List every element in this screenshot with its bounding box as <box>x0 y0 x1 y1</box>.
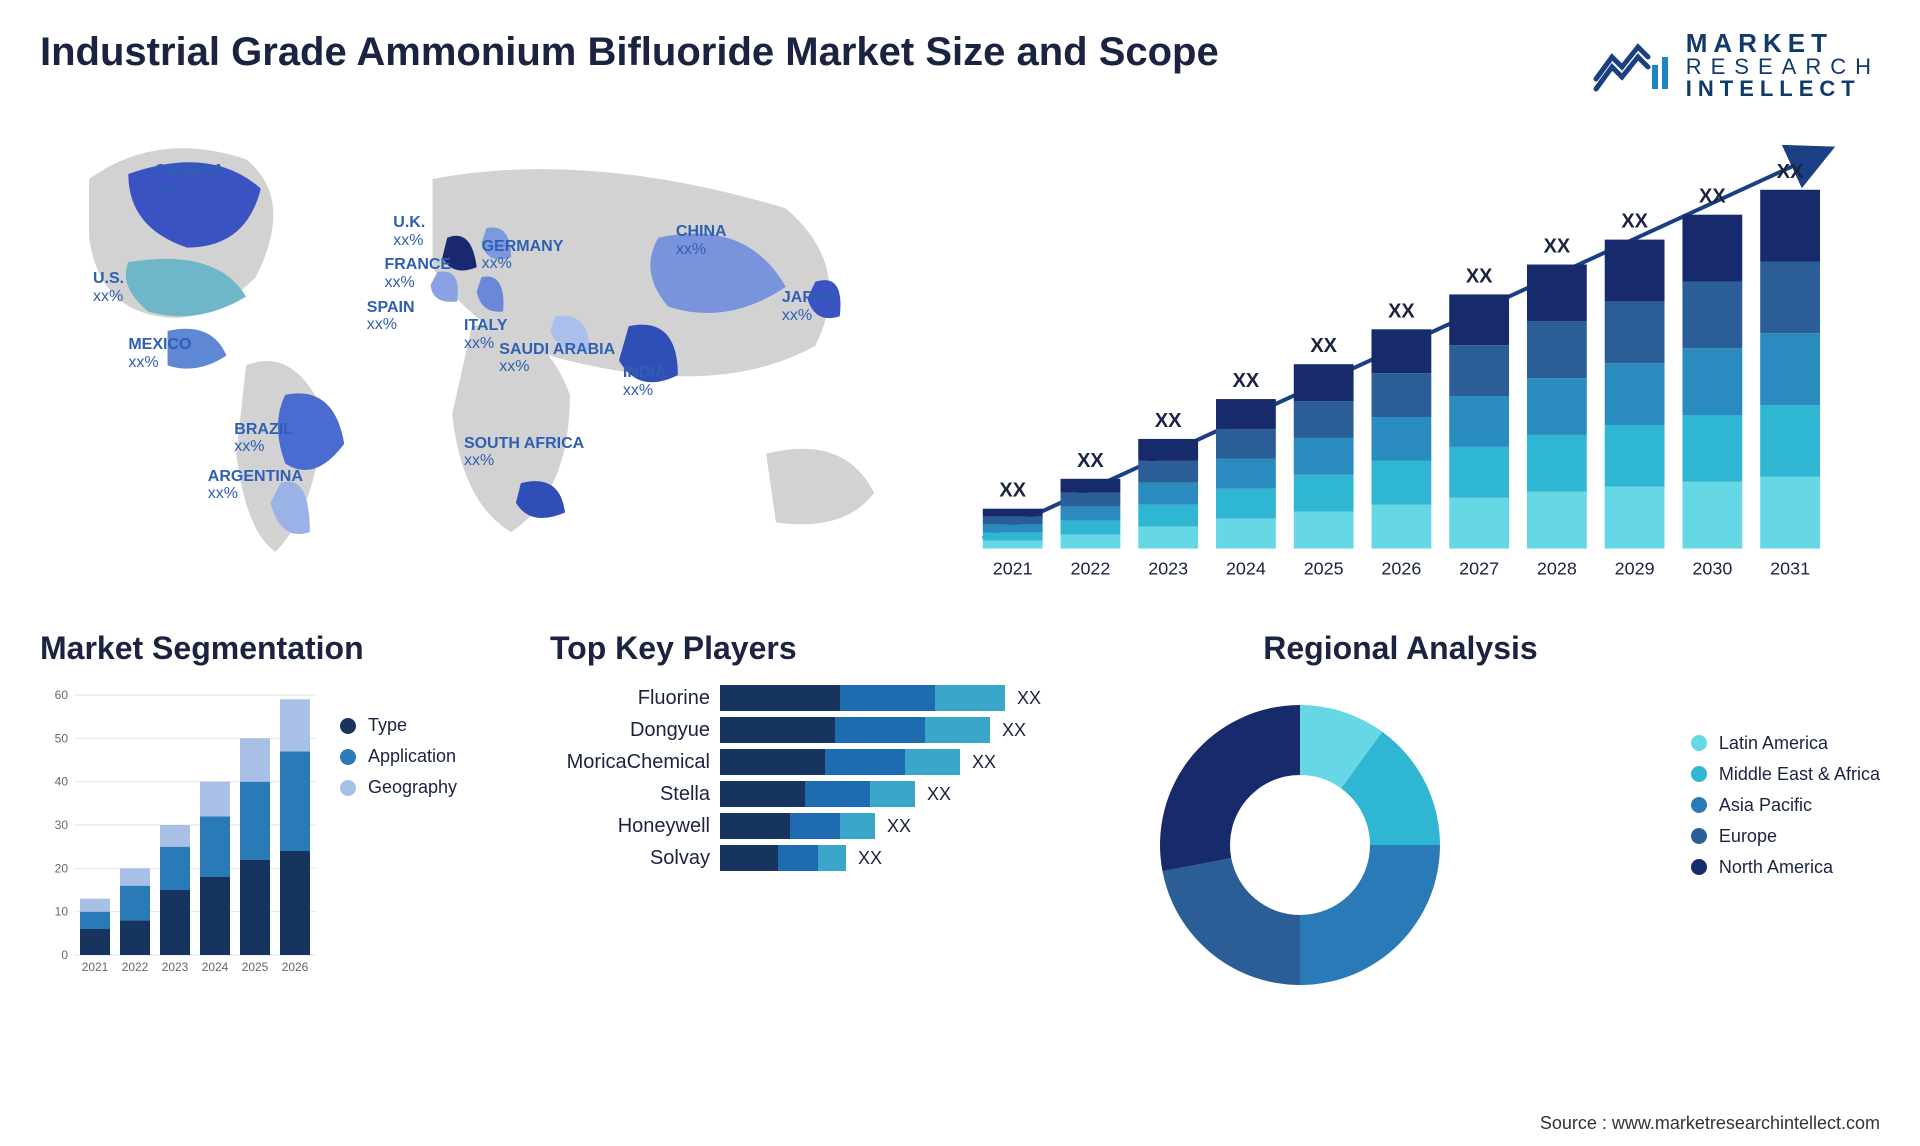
map-label-france: FRANCExx% <box>384 256 451 291</box>
svg-text:2022: 2022 <box>122 960 149 974</box>
svg-text:50: 50 <box>55 731 69 745</box>
map-label-china: CHINAxx% <box>676 223 727 258</box>
map-label-india: INDIAxx% <box>623 364 667 399</box>
svg-text:20: 20 <box>55 861 69 875</box>
segmentation-title: Market Segmentation <box>40 630 520 667</box>
kp-row-solvay: SolvayXX <box>550 845 1110 871</box>
svg-text:2022: 2022 <box>1071 558 1111 578</box>
regional-legend: Latin America Middle East & Africa Asia Pa… <box>1691 733 1880 888</box>
ra-legend-north-america: North America <box>1691 857 1880 878</box>
svg-text:XX: XX <box>1311 335 1338 357</box>
svg-text:60: 60 <box>55 688 69 702</box>
key-players-title: Top Key Players <box>550 630 1110 667</box>
svg-text:2024: 2024 <box>202 960 229 974</box>
regional-title: Regional Analysis <box>1140 630 1661 667</box>
svg-text:2027: 2027 <box>1459 558 1499 578</box>
seg-legend-geography: Geography <box>340 777 457 798</box>
segmentation-panel: Market Segmentation 0 10 20 30 40 50 60 2021 202… <box>40 630 520 990</box>
svg-text:30: 30 <box>55 818 69 832</box>
map-label-mexico: MEXICOxx% <box>128 336 191 371</box>
map-label-u-s-: U.S.xx% <box>93 270 124 305</box>
kp-row-fluorine: FluorineXX <box>550 685 1110 711</box>
svg-text:2021: 2021 <box>993 558 1033 578</box>
key-players-chart: FluorineXX DongyueXX MoricaChemicalXX Stell… <box>550 685 1110 871</box>
svg-text:2023: 2023 <box>162 960 189 974</box>
svg-text:XX: XX <box>1699 186 1726 208</box>
svg-text:2028: 2028 <box>1537 558 1577 578</box>
seg-legend-application: Application <box>340 746 457 767</box>
map-label-japan: JAPANxx% <box>782 289 835 324</box>
svg-text:XX: XX <box>1544 236 1571 258</box>
forecast-bar-chart: XX 2021 XX 2022 XX 2023 XX 2024 XX 2025 XX 2026 XX 20… <box>923 120 1880 590</box>
map-label-canada: CANADAxx% <box>155 162 224 197</box>
svg-text:XX: XX <box>1233 370 1260 392</box>
map-label-brazil: BRAZILxx% <box>234 421 293 456</box>
map-label-saudi-arabia: SAUDI ARABIAxx% <box>499 341 615 376</box>
svg-text:2024: 2024 <box>1226 558 1266 578</box>
regional-panel: Regional Analysis Latin America Middle Ea… <box>1140 630 1880 990</box>
world-map-panel: CANADAxx% U.S.xx%MEXICOxx% BRAZILxx% ARGENT… <box>40 120 923 590</box>
kp-row-honeywell: HoneywellXX <box>550 813 1110 839</box>
kp-row-moricachemical: MoricaChemicalXX <box>550 749 1110 775</box>
svg-text:XX: XX <box>1622 211 1649 233</box>
map-label-germany: GERMANYxx% <box>482 238 564 273</box>
svg-text:2023: 2023 <box>1148 558 1188 578</box>
svg-text:2029: 2029 <box>1615 558 1655 578</box>
svg-text:XX: XX <box>1388 300 1415 322</box>
kp-row-dongyue: DongyueXX <box>550 717 1110 743</box>
ra-legend-latin-america: Latin America <box>1691 733 1880 754</box>
page-title: Industrial Grade Ammonium Bifluoride Mar… <box>40 30 1219 75</box>
svg-text:2025: 2025 <box>1304 558 1344 578</box>
segmentation-legend: Type Application Geography <box>340 715 457 985</box>
regional-donut-chart <box>1140 685 1460 985</box>
seg-legend-type: Type <box>340 715 457 736</box>
map-label-u-k-: U.K.xx% <box>393 214 425 249</box>
svg-text:40: 40 <box>55 775 69 789</box>
ra-legend-asia-pacific: Asia Pacific <box>1691 795 1880 816</box>
svg-text:XX: XX <box>1077 450 1104 472</box>
svg-text:2031: 2031 <box>1770 558 1810 578</box>
svg-text:2030: 2030 <box>1693 558 1733 578</box>
svg-text:2021: 2021 <box>82 960 109 974</box>
svg-text:XX: XX <box>1000 480 1027 502</box>
svg-text:2026: 2026 <box>1382 558 1422 578</box>
svg-text:2025: 2025 <box>242 960 269 974</box>
svg-text:XX: XX <box>1466 265 1493 287</box>
logo-text-2: RESEARCH <box>1686 56 1880 78</box>
map-label-spain: SPAINxx% <box>367 299 415 334</box>
logo-icon <box>1592 35 1672 95</box>
svg-text:2026: 2026 <box>282 960 309 974</box>
logo-text-3: INTELLECT <box>1686 78 1880 100</box>
svg-text:0: 0 <box>61 948 68 962</box>
map-label-south-africa: SOUTH AFRICAxx% <box>464 435 584 470</box>
svg-text:XX: XX <box>1777 161 1804 183</box>
ra-legend-middle-east-africa: Middle East & Africa <box>1691 764 1880 785</box>
svg-text:XX: XX <box>1155 410 1182 432</box>
kp-row-stella: StellaXX <box>550 781 1110 807</box>
source-text: Source : www.marketresearchintellect.com <box>1540 1113 1880 1134</box>
segmentation-chart: 0 10 20 30 40 50 60 2021 2022 2023 2024 2025 2026 <box>40 685 320 985</box>
logo-text-1: MARKET <box>1686 30 1880 56</box>
brand-logo: MARKET RESEARCH INTELLECT <box>1592 30 1880 100</box>
ra-legend-europe: Europe <box>1691 826 1880 847</box>
key-players-panel: Top Key Players FluorineXX DongyueXX Moric… <box>550 630 1110 990</box>
map-label-argentina: ARGENTINAxx% <box>208 468 303 503</box>
svg-text:10: 10 <box>55 905 69 919</box>
